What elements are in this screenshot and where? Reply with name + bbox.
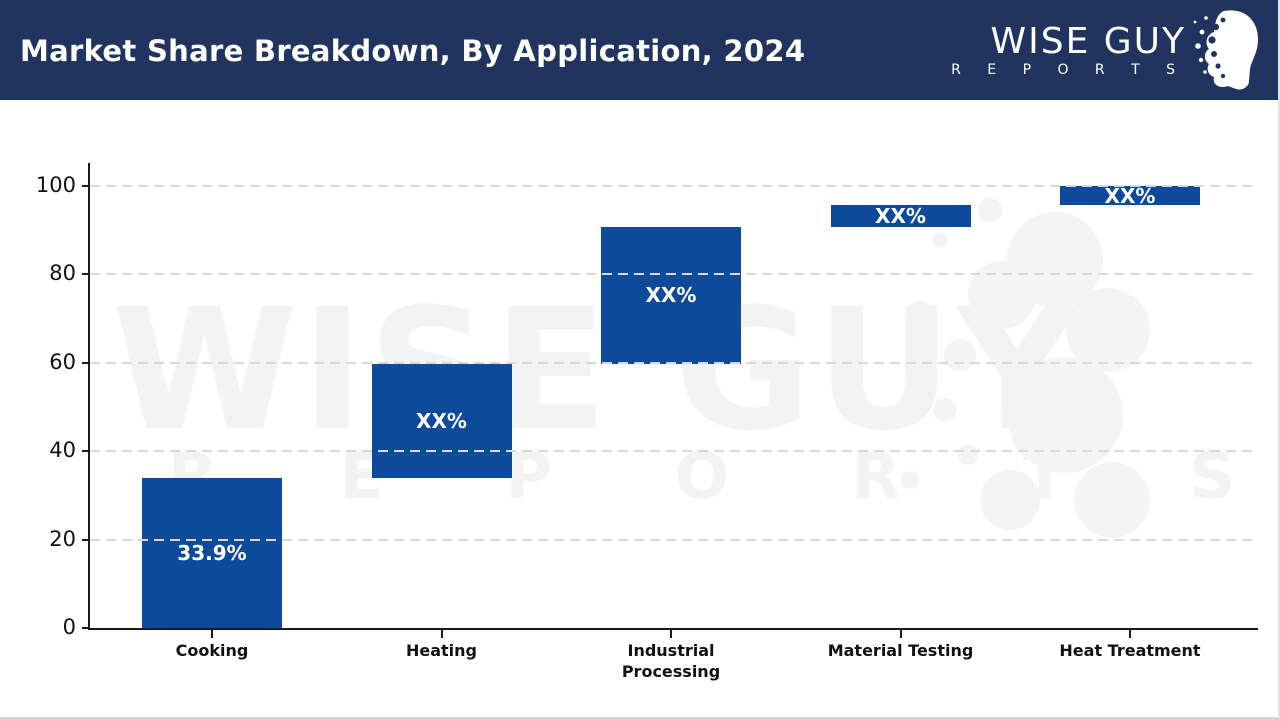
- bar-value-label: XX%: [645, 283, 697, 308]
- gridline-60: [90, 361, 1258, 364]
- y-tick-20: [82, 538, 89, 541]
- gridline-80: [90, 273, 1258, 276]
- x-tick-3: [899, 630, 902, 638]
- bar-industrial-processing: XX%: [601, 227, 741, 364]
- y-tick-60: [82, 361, 89, 364]
- y-tick-label-80: 80: [49, 261, 76, 286]
- x-tick-2: [670, 630, 672, 638]
- page-title: Market Share Breakdown, By Application, …: [20, 34, 806, 68]
- bar-cooking: 33.9%: [142, 478, 282, 628]
- wiseguy-logo: WISE GUY R E P O R T S: [951, 8, 1264, 92]
- x-tick-label-1: Heating: [405, 641, 477, 660]
- bar-material-testing: XX%: [830, 204, 971, 229]
- gridline-20: [90, 538, 1258, 541]
- logo-subtitle-text: R E P O R T S: [951, 62, 1186, 78]
- bar-value-label: 33.9%: [177, 541, 247, 566]
- bar-value-label: XX%: [875, 204, 926, 229]
- bar-heat-treatment: XX%: [1060, 183, 1200, 208]
- x-tick-label-2: Industrial Processing: [621, 641, 721, 681]
- logo-wordmark: WISE GUY R E P O R T S: [951, 21, 1186, 79]
- bar-heating: XX%: [371, 363, 512, 479]
- wiseguy-head-icon: [1193, 10, 1258, 90]
- x-tick-1: [440, 630, 443, 638]
- gridline-40: [90, 450, 1258, 453]
- y-tick-80: [82, 273, 89, 276]
- gridline-100: [90, 185, 1258, 187]
- x-tick-4: [1129, 630, 1131, 638]
- y-tick-0: [82, 627, 89, 629]
- logo-title-text: WISE GUY: [990, 21, 1186, 62]
- y-tick-label-60: 60: [49, 349, 76, 374]
- x-tick-label-0: Cooking: [175, 641, 249, 660]
- y-tick-label-100: 100: [35, 173, 76, 197]
- y-tick-label-0: 0: [62, 615, 76, 639]
- x-tick-label-4: Heat Treatment: [1059, 641, 1201, 660]
- bar-value-label: XX%: [1104, 183, 1156, 208]
- x-tick-0: [211, 630, 213, 638]
- header: Market Share Breakdown, By Application, …: [0, 0, 1278, 100]
- y-axis-line: [88, 163, 90, 630]
- y-tick-100: [82, 185, 89, 187]
- y-tick-label-20: 20: [49, 526, 76, 551]
- x-axis-line: [88, 628, 1258, 630]
- y-tick-label-40: 40: [49, 438, 76, 463]
- x-tick-label-3: Material Testing: [827, 641, 974, 660]
- watermark-head-icon: [901, 198, 1150, 538]
- y-tick-40: [82, 450, 89, 453]
- bar-value-label: XX%: [416, 408, 467, 433]
